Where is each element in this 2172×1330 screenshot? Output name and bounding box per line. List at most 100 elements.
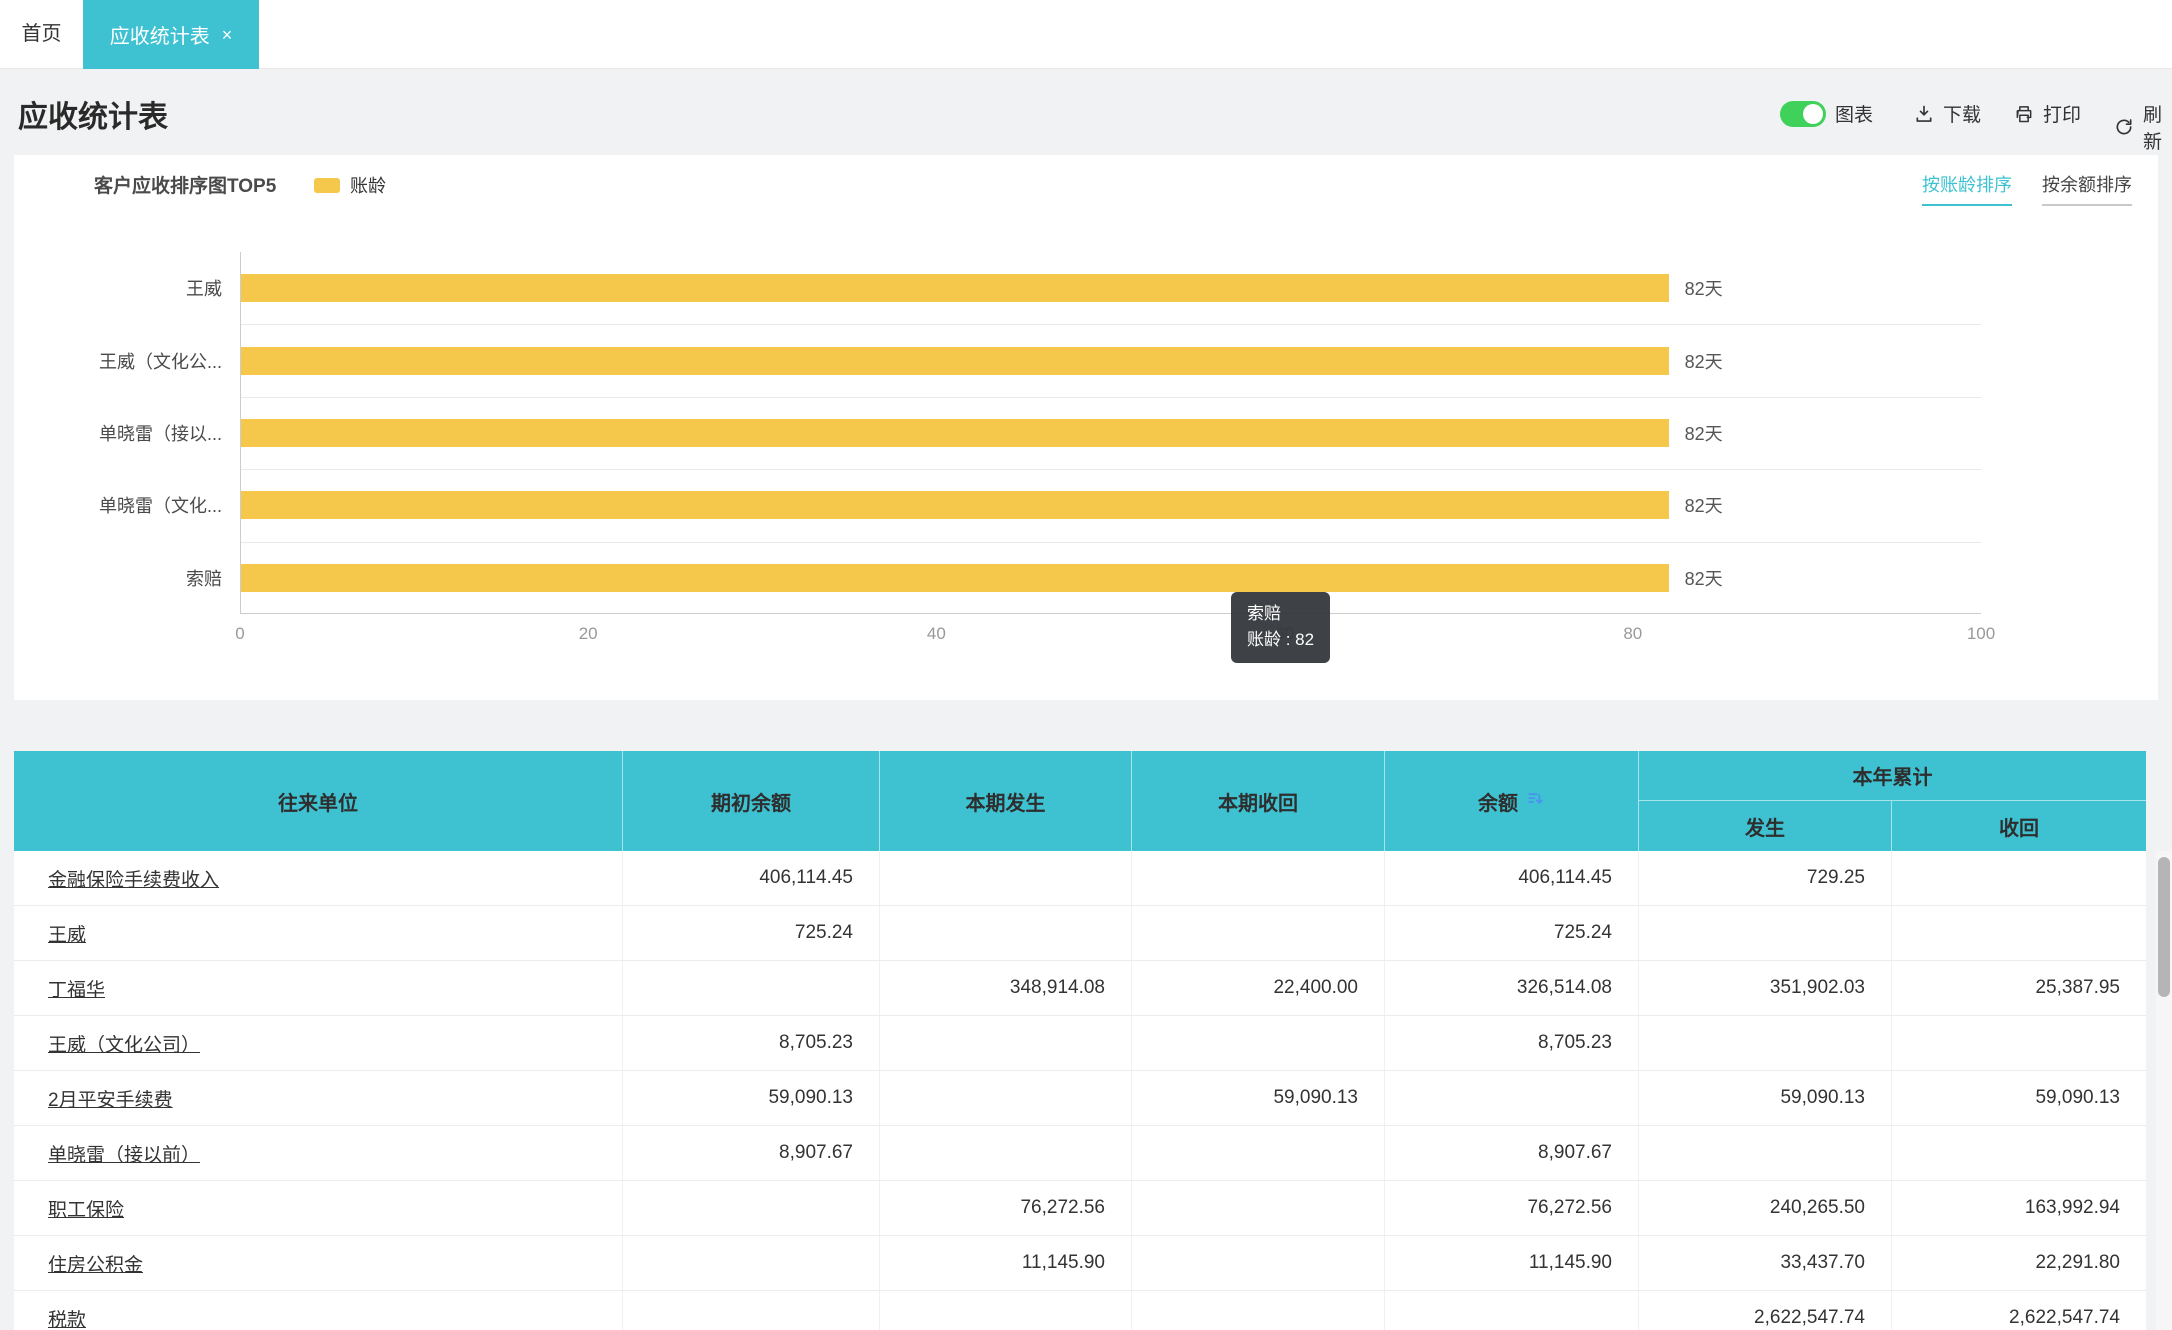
table-cell-unit: 金融保险手续费收入 xyxy=(14,851,623,905)
sort-by-age-link[interactable]: 按账龄排序 xyxy=(1922,171,2012,206)
table-row: 税款 2,622,547.74 2,622,547.74 xyxy=(14,1291,2146,1330)
table-cell-opening: 406,114.45 xyxy=(623,851,880,905)
refresh-icon xyxy=(2114,117,2134,137)
table-cell-incurred xyxy=(880,1126,1132,1180)
print-button[interactable]: 打印 xyxy=(2014,100,2081,127)
chart-bar[interactable] xyxy=(241,563,1669,592)
unit-link[interactable]: 王威 xyxy=(48,924,87,946)
header-opening-balance: 期初余额 xyxy=(623,751,880,851)
table-cell-opening xyxy=(623,1181,880,1235)
table-cell-incurred xyxy=(880,1016,1132,1070)
unit-link[interactable]: 单晓雷（接以前） xyxy=(48,1144,201,1166)
chart-bar[interactable] xyxy=(241,491,1669,520)
table-cell-unit: 王威 xyxy=(14,906,623,960)
header-unit: 往来单位 xyxy=(14,751,623,851)
table-row: 王威（文化公司） 8,705.23 8,705.23 xyxy=(14,1016,2146,1071)
table-cell-unit: 职工保险 xyxy=(14,1181,623,1235)
table-cell-balance xyxy=(1385,1071,1639,1125)
chart-bar-value: 82天 xyxy=(1684,568,1723,589)
table-cell-ytd_received xyxy=(1892,1126,2146,1180)
chart-bar-value: 82天 xyxy=(1684,496,1723,517)
table-cell-received xyxy=(1132,1291,1385,1330)
table-cell-incurred: 11,145.90 xyxy=(880,1236,1132,1290)
table-cell-balance: 76,272.56 xyxy=(1385,1181,1639,1235)
header-balance: 余额 xyxy=(1385,751,1639,851)
chart-legend[interactable]: 账龄 xyxy=(314,172,386,198)
table-row: 丁福华 348,914.08 22,400.00 326,514.08 351,902.… xyxy=(14,961,2146,1016)
close-icon[interactable]: × xyxy=(221,24,233,45)
unit-link[interactable]: 2月平安手续费 xyxy=(48,1089,173,1111)
chart-toggle[interactable] xyxy=(1780,100,1826,127)
chart-category-label: 王威 xyxy=(186,279,222,300)
chart-bar[interactable] xyxy=(241,346,1669,375)
table-row: 住房公积金 11,145.90 11,145.90 33,437.70 22,291.8… xyxy=(14,1236,2146,1291)
chart-bar-value: 82天 xyxy=(1684,351,1723,372)
table-body: 金融保险手续费收入 406,114.45 406,114.45 729.25 王威 725… xyxy=(14,851,2146,1330)
table-cell-unit: 2月平安手续费 xyxy=(14,1071,623,1125)
download-icon xyxy=(1914,104,1934,124)
table-cell-ytd_incurred xyxy=(1639,906,1892,960)
table-row: 金融保险手续费收入 406,114.45 406,114.45 729.25 xyxy=(14,851,2146,906)
table-cell-ytd_incurred: 351,902.03 xyxy=(1639,961,1892,1015)
chart-x-tick-label: 40 xyxy=(926,624,946,643)
sort-by-balance-link[interactable]: 按余额排序 xyxy=(2042,171,2132,206)
sort-icon[interactable] xyxy=(1526,789,1545,814)
table-cell-ytd_received xyxy=(1892,906,2146,960)
chart-category-label: 单晓雷（接以... xyxy=(98,424,222,444)
unit-link[interactable]: 丁福华 xyxy=(48,979,106,1001)
refresh-button[interactable]: 刷新 xyxy=(2114,100,2172,154)
table-cell-ytd_received: 59,090.13 xyxy=(2035,1087,2120,1108)
chart-toggle-control: 图表 xyxy=(1780,100,1873,127)
table-cell-received xyxy=(1132,1016,1385,1070)
chart-x-tick-label: 80 xyxy=(1623,624,1643,643)
table-cell-ytd_incurred xyxy=(1639,1016,1892,1070)
chart-x-axis: 020406080100 xyxy=(235,624,1995,648)
table-cell-balance: 725.24 xyxy=(1385,906,1639,960)
unit-link[interactable]: 住房公积金 xyxy=(48,1254,144,1276)
chart-bar-value: 82天 xyxy=(1684,424,1723,444)
table-cell-unit: 住房公积金 xyxy=(14,1236,623,1290)
chart-title: 客户应收排序图TOP5 xyxy=(94,176,277,197)
table-cell-balance: 8,705.23 xyxy=(1385,1016,1639,1070)
table-cell-opening: 59,090.13 xyxy=(623,1071,880,1125)
header-current-received: 本期收回 xyxy=(1132,751,1385,851)
table-cell-ytd_incurred: 2,622,547.74 xyxy=(1639,1291,1892,1330)
table-cell-opening: 725.24 xyxy=(623,906,880,960)
chart-bar[interactable] xyxy=(241,419,1669,447)
table-cell-ytd_received: 25,387.95 xyxy=(2035,977,2120,998)
legend-swatch xyxy=(314,177,340,193)
table-cell-ytd_received: 2,622,547.74 xyxy=(2009,1307,2120,1328)
unit-link[interactable]: 税款 xyxy=(48,1309,87,1330)
table-cell-received xyxy=(1132,851,1385,905)
table-cell-ytd_received xyxy=(1892,1016,2146,1070)
scrollbar-thumb[interactable] xyxy=(2158,857,2170,997)
unit-link[interactable]: 王威（文化公司） xyxy=(48,1034,201,1056)
unit-link[interactable]: 金融保险手续费收入 xyxy=(48,869,220,891)
tab-home[interactable]: 首页 xyxy=(21,23,62,45)
chart-bar[interactable] xyxy=(241,274,1669,303)
table-header: 往来单位 期初余额 本期发生 本期收回 余额 本年累计 发生 收回 xyxy=(14,751,2146,851)
table-cell-ytd_incurred: 240,265.50 xyxy=(1639,1181,1892,1235)
chart-x-tick-label: 100 xyxy=(1966,624,1996,643)
tooltip-series: 索赔 xyxy=(1247,604,1281,623)
chart-category-label: 索赔 xyxy=(186,568,222,589)
table-cell-received xyxy=(1132,1236,1385,1290)
table-row: 单晓雷（接以前） 8,907.67 8,907.67 xyxy=(14,1126,2146,1181)
table-cell-received xyxy=(1132,906,1385,960)
header-balance-label: 余额 xyxy=(1478,792,1518,815)
chart-tooltip: 索赔 账龄 : 82 xyxy=(1231,592,1331,663)
table-cell-ytd_incurred: 33,437.70 xyxy=(1639,1236,1892,1290)
header-ytd: 本年累计 xyxy=(1639,751,2146,801)
unit-link[interactable]: 职工保险 xyxy=(48,1199,125,1221)
chart-gridline xyxy=(241,469,1981,471)
scrollbar-track[interactable] xyxy=(2156,851,2172,1330)
tab-receivable-stats[interactable]: 应收统计表 × xyxy=(83,0,259,69)
table-cell-received xyxy=(1132,1126,1385,1180)
table-cell-balance: 406,114.45 xyxy=(1385,851,1639,905)
table-cell-incurred xyxy=(880,1071,1132,1125)
header-ytd-received: 收回 xyxy=(1999,817,2039,840)
table-cell-received xyxy=(1132,1181,1385,1235)
table-cell-incurred xyxy=(880,851,1132,905)
download-button[interactable]: 下载 xyxy=(1914,100,1981,127)
table-cell-ytd_incurred xyxy=(1639,1126,1892,1180)
